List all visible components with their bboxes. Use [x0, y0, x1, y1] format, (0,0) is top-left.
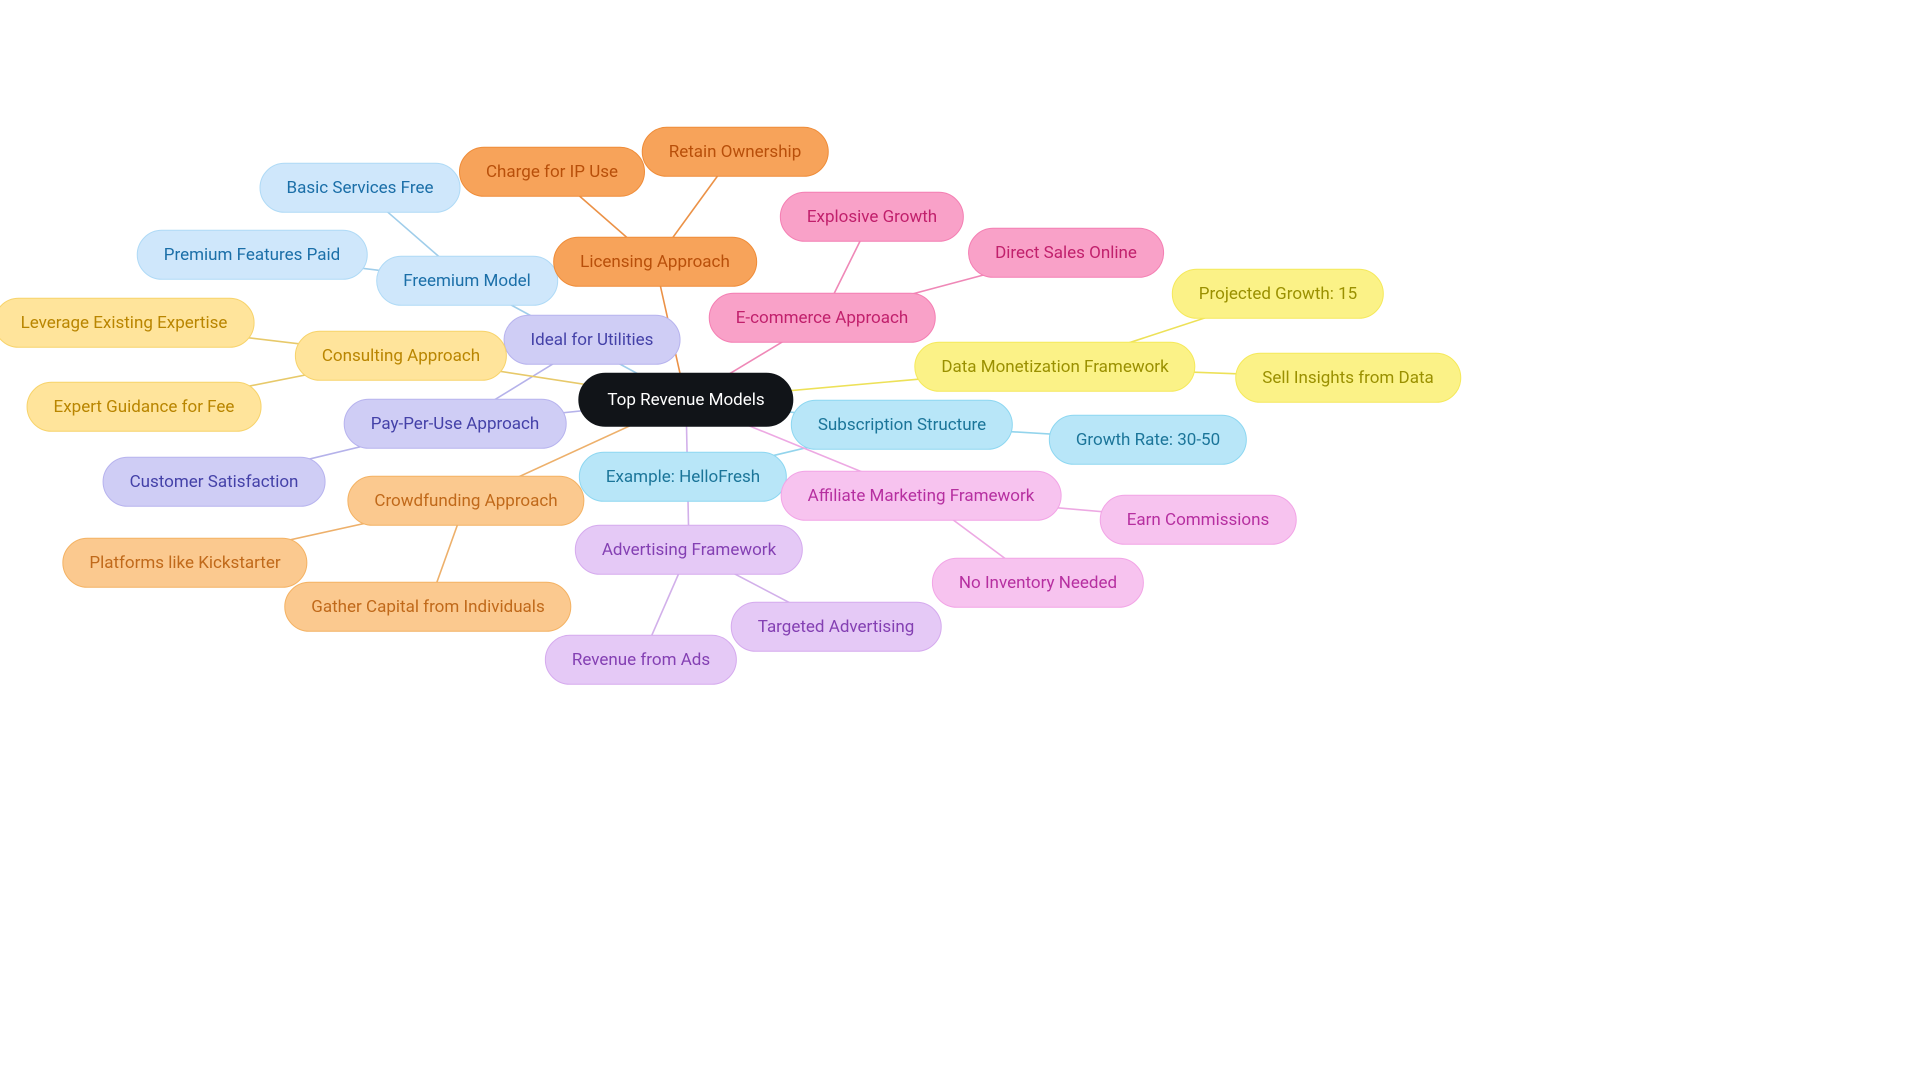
node-root: Top Revenue Models [578, 373, 793, 427]
node-gather-cap: Gather Capital from Individuals [284, 582, 571, 632]
node-consulting: Consulting Approach [295, 331, 507, 381]
node-retain-own: Retain Ownership [642, 127, 829, 177]
node-hellofresh: Example: HelloFresh [579, 452, 787, 502]
node-sell-insights: Sell Insights from Data [1235, 353, 1461, 403]
node-ideal-utilities: Ideal for Utilities [504, 315, 681, 365]
node-kickstarter: Platforms like Kickstarter [62, 538, 307, 588]
node-expert-fee: Expert Guidance for Fee [27, 382, 262, 432]
node-proj-growth: Projected Growth: 15 [1172, 269, 1384, 319]
node-freemium: Freemium Model [376, 256, 558, 306]
node-licensing: Licensing Approach [553, 237, 757, 287]
node-leverage: Leverage Existing Expertise [0, 298, 254, 348]
node-targeted-ads: Targeted Advertising [731, 602, 942, 652]
node-growth-rate: Growth Rate: 30-50 [1049, 415, 1247, 465]
node-datamon: Data Monetization Framework [914, 342, 1195, 392]
node-direct-online: Direct Sales Online [968, 228, 1164, 278]
mindmap-canvas: Top Revenue Models Freemium Model Basic Se… [0, 0, 1920, 1083]
node-explosive: Explosive Growth [780, 192, 964, 242]
node-earn-comm: Earn Commissions [1100, 495, 1297, 545]
node-affiliate: Affiliate Marketing Framework [781, 471, 1062, 521]
node-revenue-ads: Revenue from Ads [545, 635, 737, 685]
node-cust-sat: Customer Satisfaction [103, 457, 326, 507]
node-charge-ip: Charge for IP Use [459, 147, 645, 197]
node-subscription: Subscription Structure [791, 400, 1013, 450]
node-basic-free: Basic Services Free [260, 163, 461, 213]
node-crowdfunding: Crowdfunding Approach [347, 476, 584, 526]
node-ecommerce: E-commerce Approach [709, 293, 936, 343]
node-premium-paid: Premium Features Paid [137, 230, 368, 280]
node-advertising: Advertising Framework [575, 525, 803, 575]
node-no-inventory: No Inventory Needed [932, 558, 1144, 608]
node-payperuse: Pay-Per-Use Approach [344, 399, 567, 449]
